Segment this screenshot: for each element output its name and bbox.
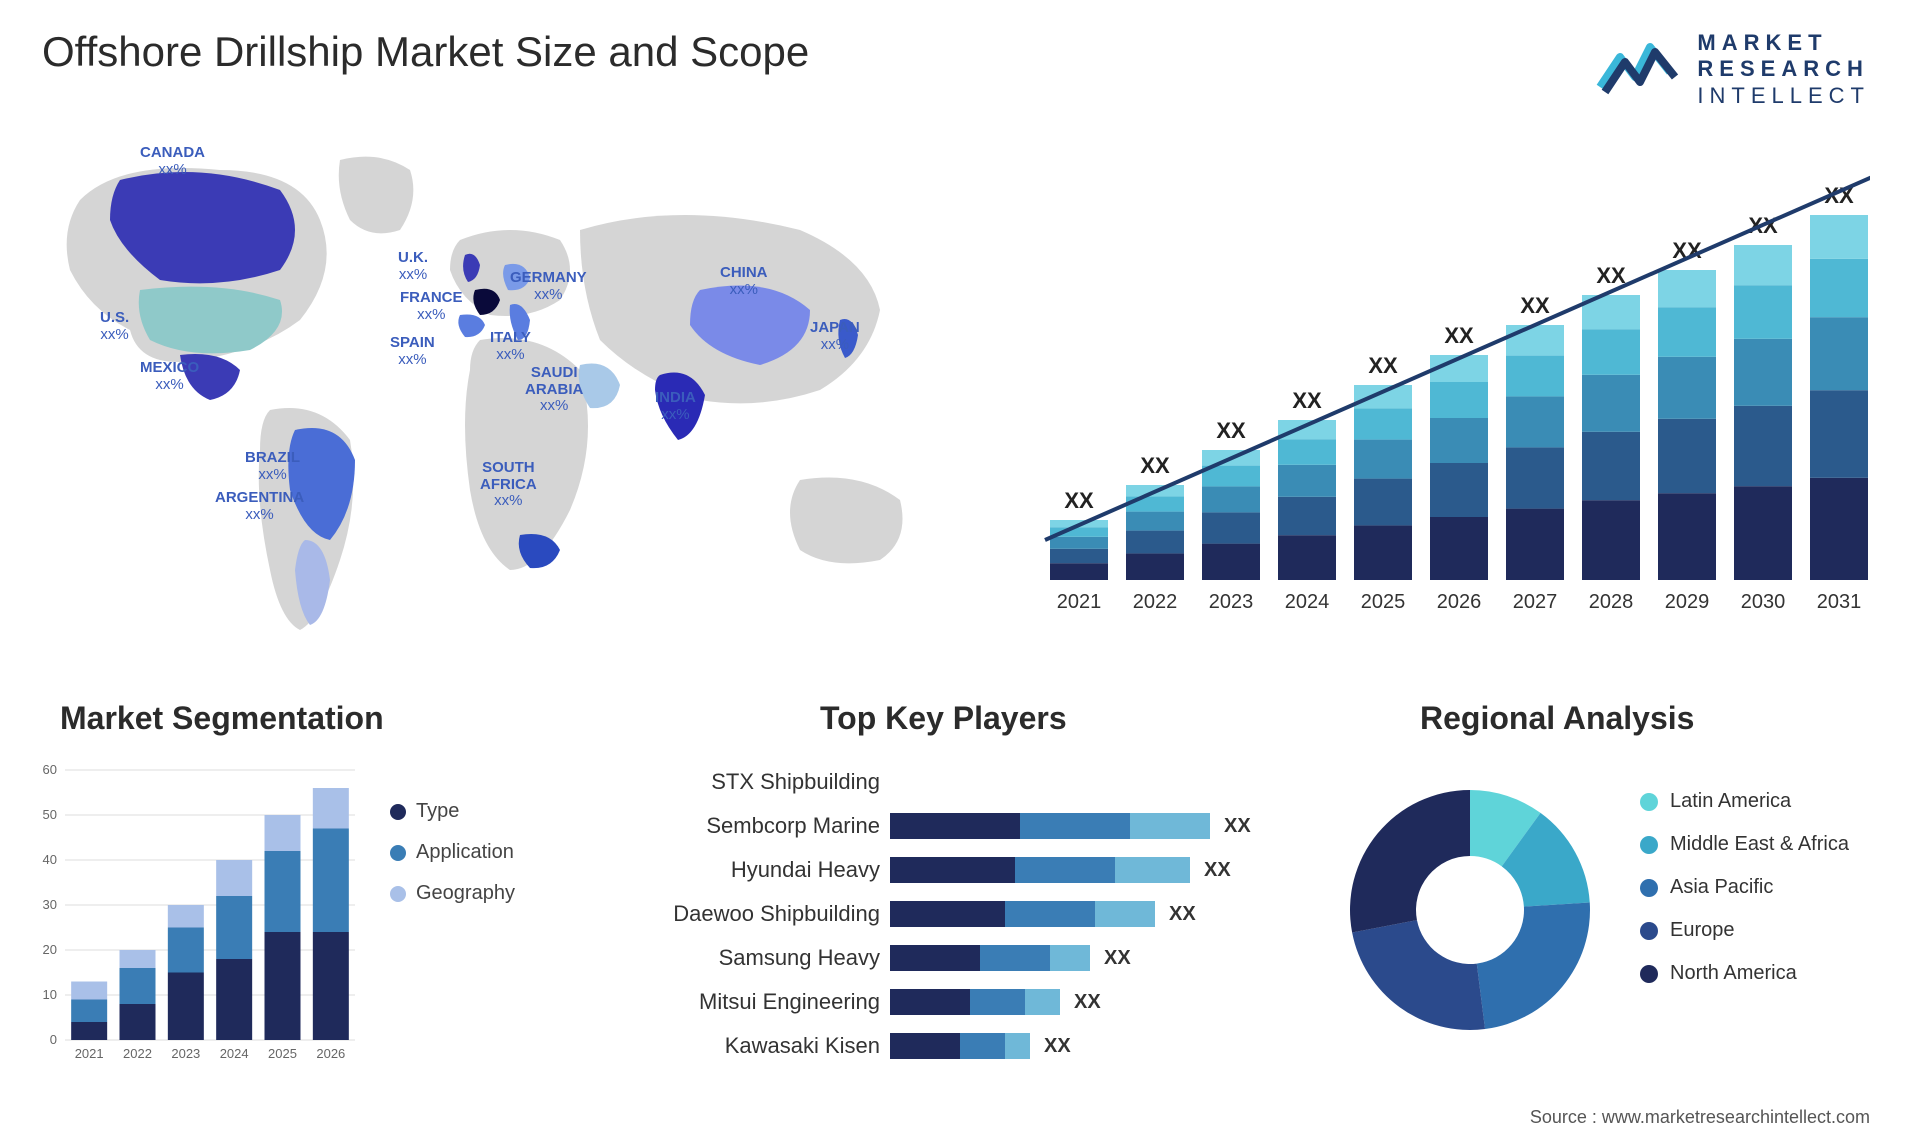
svg-text:2026: 2026 xyxy=(1437,591,1482,613)
logo-mark-icon xyxy=(1595,37,1685,102)
svg-text:2021: 2021 xyxy=(75,1046,104,1061)
player-row: Kawasaki KisenXX xyxy=(630,1024,1270,1068)
map-label: MEXICOxx% xyxy=(140,360,199,393)
svg-text:2024: 2024 xyxy=(1285,591,1330,613)
svg-text:2021: 2021 xyxy=(1057,591,1102,613)
region-legend-item: Asia Pacific xyxy=(1640,876,1849,899)
segmentation-legend: Type Application Geography xyxy=(390,800,515,923)
svg-text:2031: 2031 xyxy=(1817,591,1862,613)
svg-text:2024: 2024 xyxy=(220,1046,249,1061)
page-title: Offshore Drillship Market Size and Scope xyxy=(42,28,809,76)
svg-text:XX: XX xyxy=(1140,453,1170,478)
svg-text:2030: 2030 xyxy=(1741,591,1786,613)
regional-donut xyxy=(1330,770,1610,1050)
map-label: BRAZILxx% xyxy=(245,450,300,483)
svg-text:2025: 2025 xyxy=(1361,591,1406,613)
segmentation-legend-item: Geography xyxy=(390,882,515,905)
region-legend-item: Europe xyxy=(1640,919,1849,942)
player-row: STX Shipbuilding xyxy=(630,760,1270,804)
world-map-svg xyxy=(40,140,960,660)
svg-text:40: 40 xyxy=(43,852,57,867)
player-row: Daewoo ShipbuildingXX xyxy=(630,892,1270,936)
svg-text:2022: 2022 xyxy=(123,1046,152,1061)
map-label: INDIAxx% xyxy=(655,390,696,423)
svg-text:2029: 2029 xyxy=(1665,591,1710,613)
map-label: ITALYxx% xyxy=(490,330,531,363)
svg-text:2025: 2025 xyxy=(268,1046,297,1061)
key-players-chart: STX ShipbuildingSembcorp MarineXXHyundai… xyxy=(630,760,1270,1068)
logo-text: MARKET RESEARCH INTELLECT xyxy=(1697,30,1870,109)
map-label: SOUTHAFRICAxx% xyxy=(480,460,537,510)
svg-text:XX: XX xyxy=(1292,388,1322,413)
svg-text:XX: XX xyxy=(1520,293,1550,318)
map-label: ARGENTINAxx% xyxy=(215,490,304,523)
source-text: Source : www.marketresearchintellect.com xyxy=(1530,1107,1870,1128)
map-label: U.K.xx% xyxy=(398,250,428,283)
svg-text:2028: 2028 xyxy=(1589,591,1634,613)
regional-legend: Latin America Middle East & Africa Asia Pa… xyxy=(1640,790,1849,1005)
map-label: SPAINxx% xyxy=(390,335,435,368)
player-row: Samsung HeavyXX xyxy=(630,936,1270,980)
svg-text:30: 30 xyxy=(43,897,57,912)
svg-text:2026: 2026 xyxy=(316,1046,345,1061)
svg-text:XX: XX xyxy=(1596,263,1626,288)
svg-text:XX: XX xyxy=(1064,488,1094,513)
player-row: Mitsui EngineeringXX xyxy=(630,980,1270,1024)
map-label: U.S.xx% xyxy=(100,310,129,343)
map-label: CANADAxx% xyxy=(140,145,205,178)
map-label: GERMANYxx% xyxy=(510,270,587,303)
svg-text:2023: 2023 xyxy=(171,1046,200,1061)
svg-text:XX: XX xyxy=(1444,323,1474,348)
region-legend-item: Latin America xyxy=(1640,790,1849,813)
segmentation-chart: 0 10 20 30 40 50 60 2021 2022 2023 2024 2025 2026 xyxy=(30,760,370,1080)
world-map: CANADAxx% U.S.xx% MEXICOxx% BRAZILxx% ARGENT… xyxy=(40,140,960,660)
svg-text:2023: 2023 xyxy=(1209,591,1254,613)
svg-text:2027: 2027 xyxy=(1513,591,1558,613)
svg-text:0: 0 xyxy=(50,1032,57,1047)
svg-text:XX: XX xyxy=(1216,418,1246,443)
segmentation-title: Market Segmentation xyxy=(60,700,384,737)
region-legend-item: Middle East & Africa xyxy=(1640,833,1849,856)
map-label: CHINAxx% xyxy=(720,265,768,298)
player-row: Sembcorp MarineXX xyxy=(630,804,1270,848)
map-label: FRANCExx% xyxy=(400,290,463,323)
regional-title: Regional Analysis xyxy=(1420,700,1694,737)
svg-text:20: 20 xyxy=(43,942,57,957)
region-legend-item: North America xyxy=(1640,962,1849,985)
svg-text:2022: 2022 xyxy=(1133,591,1178,613)
key-players-title: Top Key Players xyxy=(820,700,1067,737)
main-growth-chart: XX 2021 XX 2022 XX 2023 XX 2024 XX 2025 XX 2026 XX 20… xyxy=(1020,150,1870,630)
brand-logo: MARKET RESEARCH INTELLECT xyxy=(1595,30,1870,109)
segmentation-legend-item: Type xyxy=(390,800,515,823)
map-label: JAPANxx% xyxy=(810,320,860,353)
player-row: Hyundai HeavyXX xyxy=(630,848,1270,892)
svg-text:XX: XX xyxy=(1368,353,1398,378)
svg-text:60: 60 xyxy=(43,762,57,777)
segmentation-legend-item: Application xyxy=(390,841,515,864)
map-label: SAUDIARABIAxx% xyxy=(525,365,583,415)
svg-text:10: 10 xyxy=(43,987,57,1002)
svg-text:50: 50 xyxy=(43,807,57,822)
